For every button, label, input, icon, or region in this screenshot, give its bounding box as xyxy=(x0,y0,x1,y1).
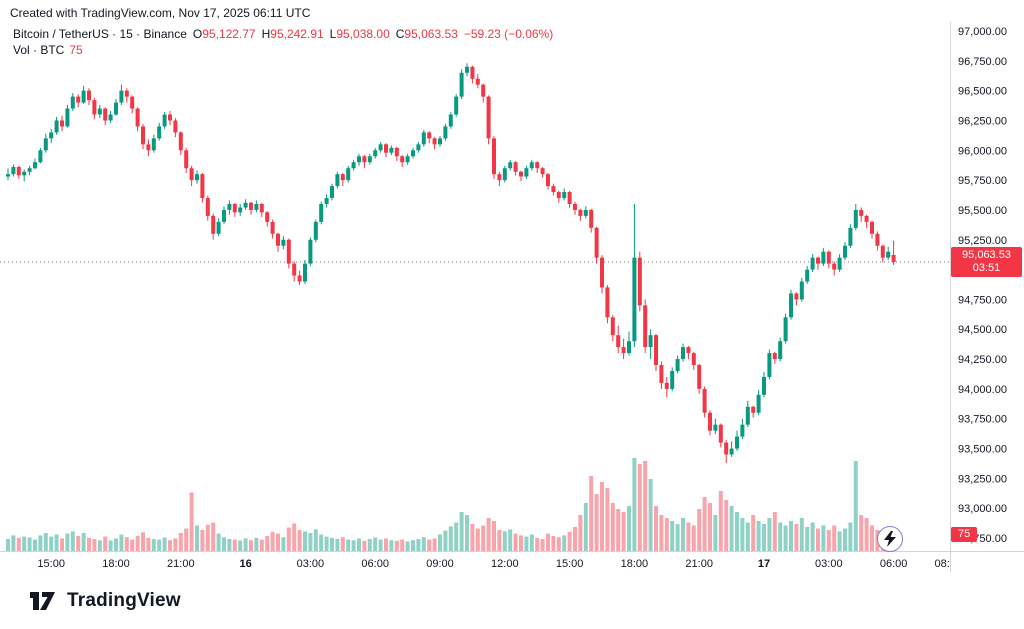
low-label: L xyxy=(329,27,337,41)
svg-text:96,750.00: 96,750.00 xyxy=(958,56,1007,68)
legend-symbol-row: Bitcoin / TetherUS · 15 · Binance O 95,12… xyxy=(13,27,553,41)
svg-text:96,250.00: 96,250.00 xyxy=(958,115,1007,127)
svg-text:93,500.00: 93,500.00 xyxy=(958,444,1007,456)
svg-text:15:00: 15:00 xyxy=(37,558,65,570)
svg-text:96,000.00: 96,000.00 xyxy=(958,145,1007,157)
bar-countdown: 03:51 xyxy=(972,262,1001,274)
svg-text:94,250.00: 94,250.00 xyxy=(958,354,1007,366)
last-price-value: 95,063.53 xyxy=(962,249,1011,261)
svg-text:21:00: 21:00 xyxy=(685,558,713,570)
legend-volume-row: Vol · BTC 75 xyxy=(13,43,553,57)
svg-text:97,000.00: 97,000.00 xyxy=(958,26,1007,38)
time-axis-labels: 15:00 18:00 21:00 16 03:00 06:00 09:00 12:00 15:… xyxy=(37,558,949,570)
volume-label[interactable]: Vol · BTC xyxy=(13,43,65,57)
open-label: O xyxy=(192,27,203,41)
last-price-badge: 95,063.53 03:51 xyxy=(951,247,1022,277)
svg-text:08:: 08: xyxy=(935,558,950,570)
svg-text:94,750.00: 94,750.00 xyxy=(958,294,1007,306)
open-value: 95,122.77 xyxy=(202,27,256,41)
svg-text:15:00: 15:00 xyxy=(556,558,584,570)
svg-text:95,750.00: 95,750.00 xyxy=(958,175,1007,187)
svg-text:93,250.00: 93,250.00 xyxy=(958,473,1007,485)
svg-text:95,500.00: 95,500.00 xyxy=(958,205,1007,217)
high-value: 95,242.91 xyxy=(270,27,324,41)
symbol-title[interactable]: Bitcoin / TetherUS · 15 · Binance xyxy=(13,27,187,41)
volume-axis-badge: 75 xyxy=(951,527,978,542)
svg-text:95,250.00: 95,250.00 xyxy=(958,235,1007,247)
svg-text:96,500.00: 96,500.00 xyxy=(958,86,1007,98)
svg-text:94,000.00: 94,000.00 xyxy=(958,384,1007,396)
candles xyxy=(6,63,896,463)
lightning-icon xyxy=(884,531,896,547)
attribution-text: Created with TradingView.com, Nov 17, 20… xyxy=(10,6,311,20)
flash-button[interactable] xyxy=(877,526,903,552)
svg-text:03:00: 03:00 xyxy=(297,558,325,570)
svg-text:17: 17 xyxy=(758,558,770,570)
svg-text:12:00: 12:00 xyxy=(491,558,519,570)
svg-text:06:00: 06:00 xyxy=(361,558,389,570)
close-label: C xyxy=(395,27,405,41)
svg-text:09:00: 09:00 xyxy=(426,558,454,570)
svg-text:21:00: 21:00 xyxy=(167,558,195,570)
close-value: 95,063.53 xyxy=(404,27,458,41)
svg-text:18:00: 18:00 xyxy=(102,558,130,570)
svg-text:93,750.00: 93,750.00 xyxy=(958,414,1007,426)
volume-bars xyxy=(6,458,896,551)
low-value: 95,038.00 xyxy=(336,27,390,41)
svg-text:06:00: 06:00 xyxy=(880,558,908,570)
volume-value: 75 xyxy=(69,43,83,57)
svg-text:03:00: 03:00 xyxy=(815,558,843,570)
price-axis-labels: 97,000.00 96,750.00 96,500.00 96,250.00 96,0… xyxy=(958,26,1007,545)
svg-text:93,000.00: 93,000.00 xyxy=(958,503,1007,515)
chart-legend: Bitcoin / TetherUS · 15 · Binance O 95,12… xyxy=(13,27,553,59)
tradingview-logo-text: TradingView xyxy=(67,590,181,611)
svg-text:16: 16 xyxy=(239,558,251,570)
high-label: H xyxy=(261,27,271,41)
change-value: −59.23 (−0.06%) xyxy=(463,27,554,41)
svg-text:18:00: 18:00 xyxy=(621,558,649,570)
svg-text:94,500.00: 94,500.00 xyxy=(958,324,1007,336)
tradingview-logo[interactable]: TradingView xyxy=(28,588,181,614)
tradingview-logo-mark xyxy=(30,592,55,610)
